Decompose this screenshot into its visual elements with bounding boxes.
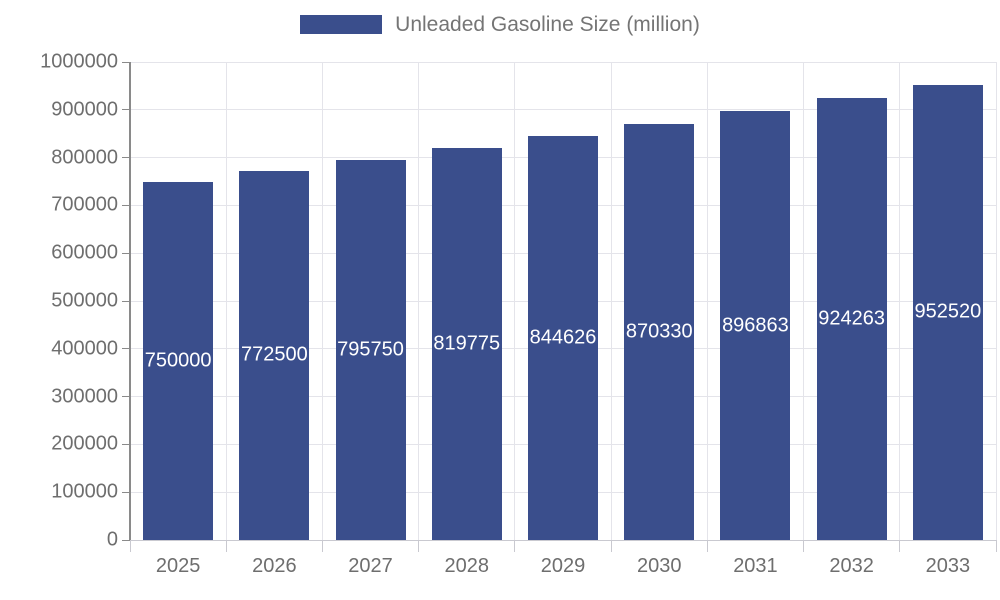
bar-2025[interactable] [143,181,214,540]
legend-swatch [300,15,383,34]
y-tick-label: 400000 [51,337,118,360]
y-tick-label: 200000 [51,432,118,455]
x-tick-label-2030: 2030 [636,555,682,577]
x-axis-tick [418,540,420,552]
x-gridline [514,62,516,540]
y-axis-tick [122,157,130,159]
x-gridline [995,62,997,540]
y-axis-tick [122,491,130,493]
y-tick-label: 900000 [51,98,118,121]
x-gridline [706,62,708,540]
y-tick-label: 600000 [51,241,118,264]
x-axis-tick [129,540,131,552]
x-gridline [610,62,612,540]
bar-2027[interactable] [335,159,406,540]
x-gridline [321,62,323,540]
y-tick-label: 300000 [51,385,118,408]
x-gridline [225,62,227,540]
x-gridline [418,62,420,540]
y-tick-label: 500000 [51,289,118,312]
y-gridline [130,109,996,111]
x-axis-tick [225,540,227,552]
legend-label: Unleaded Gasoline Size (million) [395,13,700,36]
bar-2026[interactable] [239,170,310,540]
y-axis-tick [122,396,130,398]
x-tick-label-2028: 2028 [444,555,490,577]
bar-2029[interactable] [528,136,598,540]
x-gridline [803,62,805,540]
y-tick-label: 700000 [51,193,118,216]
x-axis-tick [803,540,805,552]
x-axis-tick [610,540,612,552]
bar-2033[interactable] [912,84,983,540]
x-tick-label-2025: 2025 [155,555,201,577]
x-axis-tick [514,540,516,552]
y-axis-tick [122,109,130,111]
bar-2032[interactable] [816,98,887,540]
x-axis-tick [995,540,997,552]
y-axis-tick [122,300,130,302]
bar-2031[interactable] [720,111,791,540]
legend[interactable]: Unleaded Gasoline Size (million) [0,14,1000,35]
y-gridline [130,61,996,63]
bar-2030[interactable] [624,123,695,540]
y-tick-label: 0 [106,528,118,551]
y-tick-label: 800000 [51,146,118,169]
y-axis-tick [122,252,130,254]
y-axis-line [129,62,131,541]
x-tick-label-2033: 2033 [925,555,971,577]
y-axis-tick [122,348,130,350]
x-axis-tick [321,540,323,552]
y-tick-label: 1000000 [40,50,118,73]
y-axis-tick [122,443,130,445]
y-axis-tick [122,539,130,541]
x-axis-tick [706,540,708,552]
y-axis-tick [122,204,130,206]
x-tick-label-2026: 2026 [252,555,297,577]
y-tick-label: 100000 [51,480,118,503]
y-axis-tick [122,61,130,63]
x-tick-label-2029: 2029 [540,555,586,577]
x-tick-label-2032: 2032 [829,555,874,577]
bar-2028[interactable] [431,148,502,540]
x-axis-tick [899,540,901,552]
x-axis-line [130,540,996,541]
x-tick-label-2027: 2027 [348,555,393,577]
x-gridline [899,62,901,540]
x-tick-label-2031: 2031 [733,555,778,577]
